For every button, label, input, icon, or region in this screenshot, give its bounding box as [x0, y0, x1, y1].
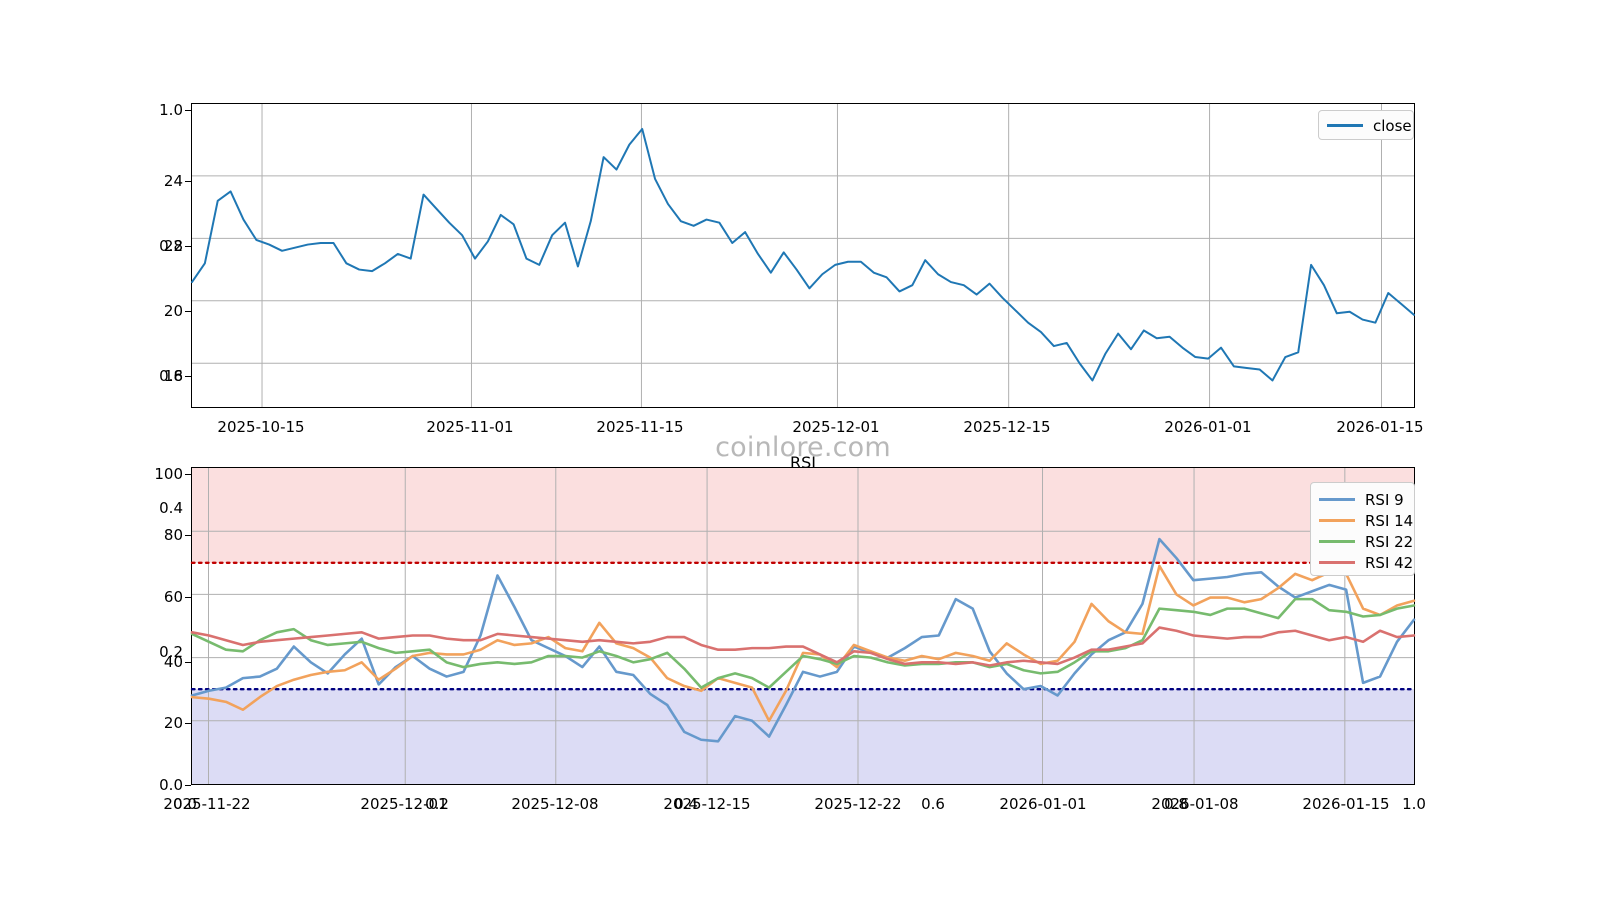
- rsi-xtick: 2025-12-22: [814, 795, 902, 813]
- rsi-xtick: 2026-01-08: [1151, 795, 1239, 813]
- rsi-ytick-20: 20: [163, 714, 183, 732]
- legend-label-rsi-14: RSI 14: [1365, 511, 1414, 530]
- rsi-ytickmark: [185, 597, 191, 598]
- rsi-ytickmark: [185, 662, 191, 663]
- rsi-xtick-alt: 0.2: [425, 795, 449, 813]
- rsi-xtick: 2025-12-01: [360, 795, 448, 813]
- rsi-ytick-80: 80: [163, 526, 183, 544]
- price-legend[interactable]: close: [1318, 110, 1414, 140]
- price-plot-area: [191, 103, 1415, 408]
- price-xtick: 2025-10-15: [217, 418, 305, 436]
- price-xtick: 2026-01-01: [1164, 418, 1252, 436]
- rsi-ytickmark: [185, 474, 191, 475]
- legend-item-rsi-14[interactable]: RSI 14: [1319, 510, 1413, 531]
- rsi-9-line-swatch: [1319, 498, 1355, 501]
- legend-item-rsi-22[interactable]: RSI 22: [1319, 531, 1413, 552]
- rsi-legend[interactable]: RSI 9 RSI 14 RSI 22 RSI 42: [1310, 482, 1415, 576]
- legend-label-rsi-22: RSI 22: [1365, 532, 1414, 551]
- legend-item-rsi-42[interactable]: RSI 42: [1319, 552, 1413, 573]
- price-chart-panel: 24 22 20 18 1.0 0.8 0.6 2025-10-15 2025-…: [159, 101, 1424, 436]
- rsi-14-line-swatch: [1319, 519, 1355, 522]
- price-ytickmark: [185, 181, 191, 182]
- rsi-xtick: 2026-01-01: [999, 795, 1087, 813]
- rsi-xtick-alt: 0.4: [674, 795, 698, 813]
- price-xtick: 2026-01-15: [1336, 418, 1424, 436]
- close-line-swatch: [1327, 124, 1363, 127]
- rsi-chart-panel: 100 80 60 40 20 0.4 0.2 0.0 2025-11-22 2…: [0, 450, 1600, 850]
- rsi-xtick: 2025-12-08: [511, 795, 599, 813]
- rsi-ytick-40: 40: [163, 653, 183, 671]
- rsi-ytick-100: 100: [154, 465, 183, 483]
- rsi-xtick-alt: 1.0: [1402, 795, 1426, 813]
- price-xtick: 2025-11-15: [596, 418, 684, 436]
- rsi-42-line-swatch: [1319, 561, 1355, 564]
- price-xtick: 2025-12-15: [963, 418, 1051, 436]
- price-ytick-22: 22: [163, 237, 183, 255]
- rsi-ytick-alt-0p0: 0.0: [159, 776, 183, 794]
- rsi-ytickmark: [185, 785, 191, 786]
- price-xtick: 2025-11-01: [426, 418, 514, 436]
- price-ytick-18: 18: [163, 367, 183, 385]
- rsi-xtick-alt: 0.0: [173, 795, 197, 813]
- rsi-ytick-alt-0p2: 0.2: [159, 643, 183, 661]
- rsi-ytickmark: [185, 535, 191, 536]
- rsi-xtick: 2026-01-15: [1302, 795, 1390, 813]
- price-ytick-24: 24: [163, 172, 183, 190]
- rsi-ytick-60: 60: [163, 588, 183, 606]
- price-ytick-alt-0p8: 0.8: [159, 237, 183, 255]
- price-ytick-alt-1p0: 1.0: [159, 101, 183, 119]
- price-line-svg: [191, 104, 1415, 407]
- rsi-xtick: 2025-12-15: [663, 795, 751, 813]
- price-ytick-20: 20: [163, 302, 183, 320]
- price-ytickmark: [185, 110, 191, 111]
- price-xtick: 2025-12-01: [792, 418, 880, 436]
- rsi-22-line-swatch: [1319, 540, 1355, 543]
- legend-label-rsi-9: RSI 9: [1365, 490, 1404, 509]
- rsi-line-svg: [190, 468, 1416, 784]
- legend-item-close[interactable]: close: [1327, 115, 1412, 136]
- price-ytickmark: [185, 311, 191, 312]
- rsi-ytickmark: [185, 723, 191, 724]
- rsi-xtick-alt: 0.6: [921, 795, 945, 813]
- rsi-xtick-alt: 0.8: [1164, 795, 1188, 813]
- legend-item-rsi-9[interactable]: RSI 9: [1319, 489, 1404, 510]
- legend-label-rsi-42: RSI 42: [1365, 553, 1414, 572]
- price-ytickmark: [185, 376, 191, 377]
- rsi-plot-area: [190, 467, 1416, 785]
- rsi-xtick: 2025-11-22: [163, 795, 251, 813]
- price-ytickmark: [185, 246, 191, 247]
- rsi-ytick-alt-0p4: 0.4: [159, 499, 183, 517]
- price-ytick-alt-0p6: 0.6: [159, 367, 183, 385]
- legend-label-close: close: [1373, 116, 1412, 135]
- watermark-coinlore: coinlore.com: [715, 432, 891, 463]
